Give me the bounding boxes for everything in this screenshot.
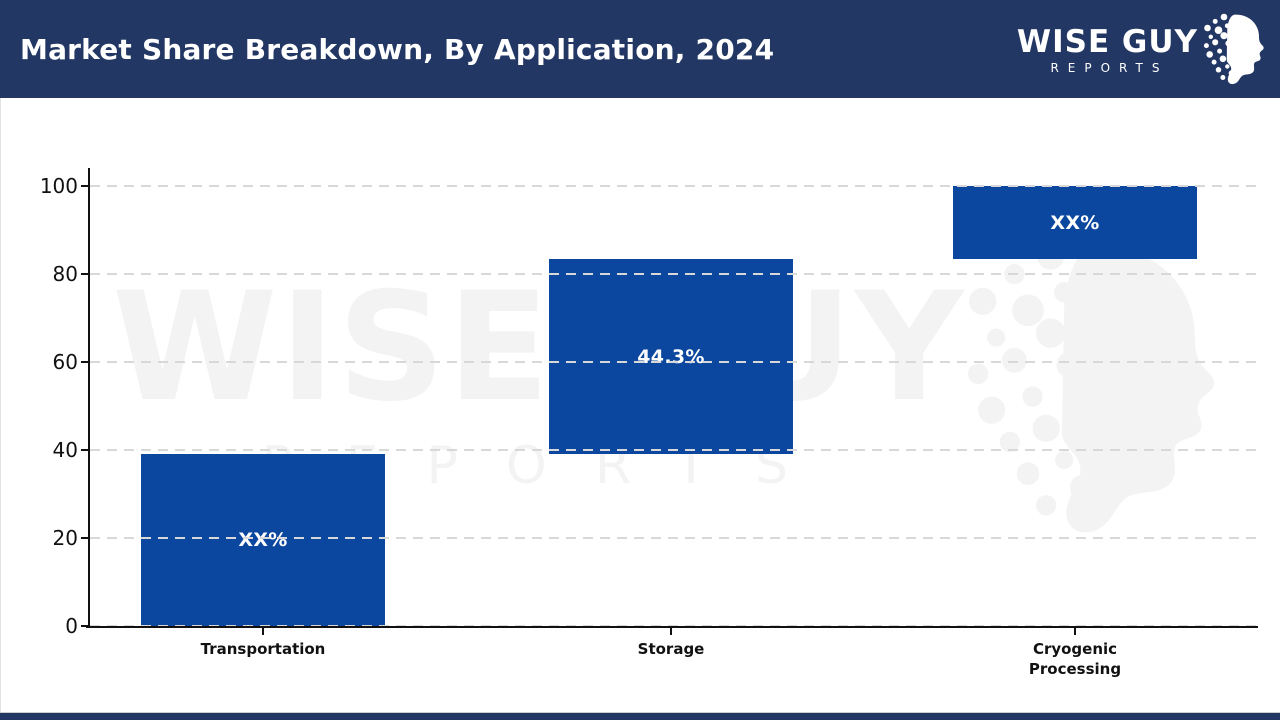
x-axis-line bbox=[86, 626, 1258, 628]
bar-transportation: XX% bbox=[141, 454, 385, 626]
x-category-label-2: Cryogenic Processing bbox=[1028, 640, 1122, 678]
logo-subtitle: REPORTS bbox=[1050, 61, 1169, 75]
x-tick-2 bbox=[1074, 628, 1076, 635]
y-tick-60 bbox=[81, 361, 88, 363]
gridline-20 bbox=[90, 537, 1258, 539]
header-bar: Market Share Breakdown, By Application, … bbox=[0, 0, 1280, 98]
y-axis-line bbox=[88, 168, 90, 628]
x-category-label-0: Transportation bbox=[200, 640, 326, 658]
wise-guy-reports-logo: WISE GUY REPORTS bbox=[1017, 8, 1268, 92]
y-tick-label-80: 80 bbox=[52, 262, 78, 286]
bar-value-label: XX% bbox=[238, 529, 288, 552]
y-tick-0 bbox=[81, 625, 88, 627]
waterfall-chart: XX% 44.3% XX% 0 20 40 60 80 100 Transportation Sto… bbox=[0, 98, 1280, 712]
chart-left-border bbox=[0, 98, 1, 712]
x-tick-0 bbox=[262, 628, 264, 635]
gridline-60 bbox=[90, 361, 1258, 363]
bar-cryogenic-processing: XX% bbox=[953, 186, 1197, 260]
page-title: Market Share Breakdown, By Application, … bbox=[20, 32, 775, 66]
bar-value-label: 44.3% bbox=[637, 345, 705, 368]
logo-text: WISE GUY REPORTS bbox=[1017, 25, 1198, 75]
bar-value-label: XX% bbox=[1050, 211, 1100, 234]
y-tick-40 bbox=[81, 449, 88, 451]
x-tick-1 bbox=[670, 628, 672, 635]
y-tick-label-100: 100 bbox=[39, 174, 78, 198]
footer-bar bbox=[0, 712, 1280, 720]
y-tick-label-60: 60 bbox=[52, 350, 78, 374]
dotted-head-icon bbox=[1203, 13, 1264, 85]
gridline-40 bbox=[90, 449, 1258, 451]
x-category-label-1: Storage bbox=[637, 640, 705, 658]
logo-wordmark: WISE GUY bbox=[1016, 24, 1198, 60]
bar-storage: 44.3% bbox=[549, 259, 793, 455]
y-tick-label-40: 40 bbox=[52, 438, 78, 462]
y-tick-label-20: 20 bbox=[52, 526, 78, 550]
y-tick-80 bbox=[81, 273, 88, 275]
y-tick-100 bbox=[81, 185, 88, 187]
gridline-100 bbox=[90, 185, 1258, 187]
gridline-80 bbox=[90, 273, 1258, 275]
y-tick-20 bbox=[81, 537, 88, 539]
y-tick-label-0: 0 bbox=[65, 614, 78, 638]
